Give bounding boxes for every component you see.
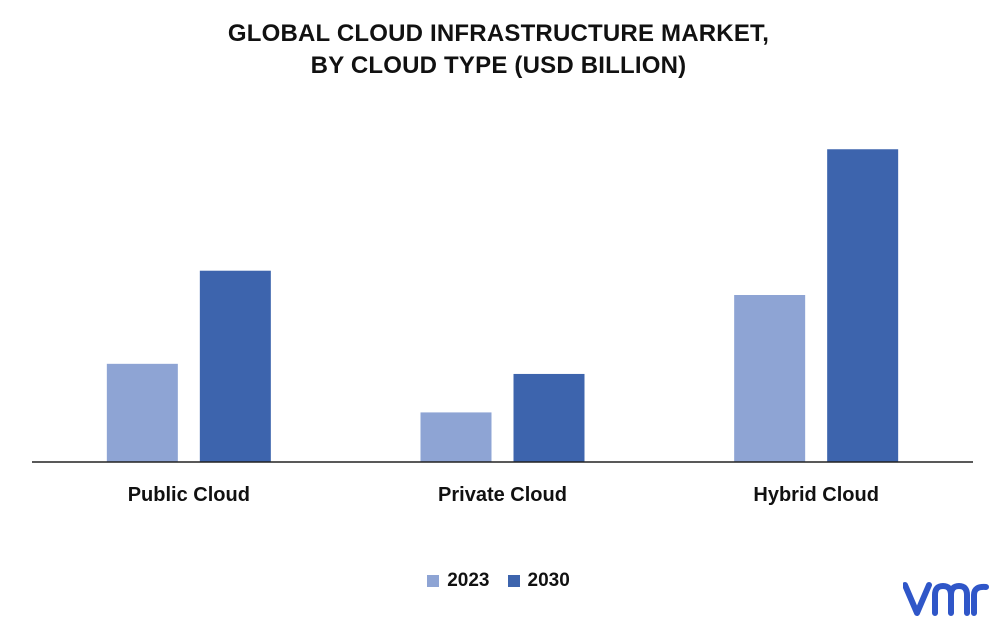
bar-hybrid-cloud-2030 (827, 149, 899, 462)
vmr-logo (903, 582, 989, 616)
chart-title: GLOBAL CLOUD INFRASTRUCTURE MARKET, BY C… (0, 18, 997, 82)
bar-private-cloud-2023 (420, 412, 492, 462)
x-tick-label-hybrid-cloud: Hybrid Cloud (753, 484, 879, 506)
legend-swatch-2023 (427, 575, 440, 587)
legend-swatch-2030 (507, 575, 520, 587)
bar-public-cloud-2023 (106, 363, 178, 462)
vmr-logo-r-icon (971, 583, 989, 616)
legend-item-2030: 2030 (507, 570, 570, 592)
bar-hybrid-cloud-2023 (734, 295, 806, 462)
x-tick-label-private-cloud: Private Cloud (438, 484, 567, 506)
bar-private-cloud-2030 (513, 373, 585, 462)
legend-label-2030: 2030 (527, 570, 570, 591)
chart-title-line-2: BY CLOUD TYPE (USD BILLION) (310, 52, 687, 79)
legend-item-2023: 2023 (427, 570, 490, 592)
x-tick-label-public-cloud: Public Cloud (128, 484, 250, 506)
chart-legend: 2023 2030 (0, 570, 997, 592)
legend-label-2023: 2023 (447, 570, 490, 591)
vmr-logo-m-icon (932, 582, 970, 616)
chart-title-line-1: GLOBAL CLOUD INFRASTRUCTURE MARKET, (227, 20, 770, 47)
bar-public-cloud-2030 (199, 270, 271, 462)
vmr-logo-v-icon (903, 582, 932, 616)
